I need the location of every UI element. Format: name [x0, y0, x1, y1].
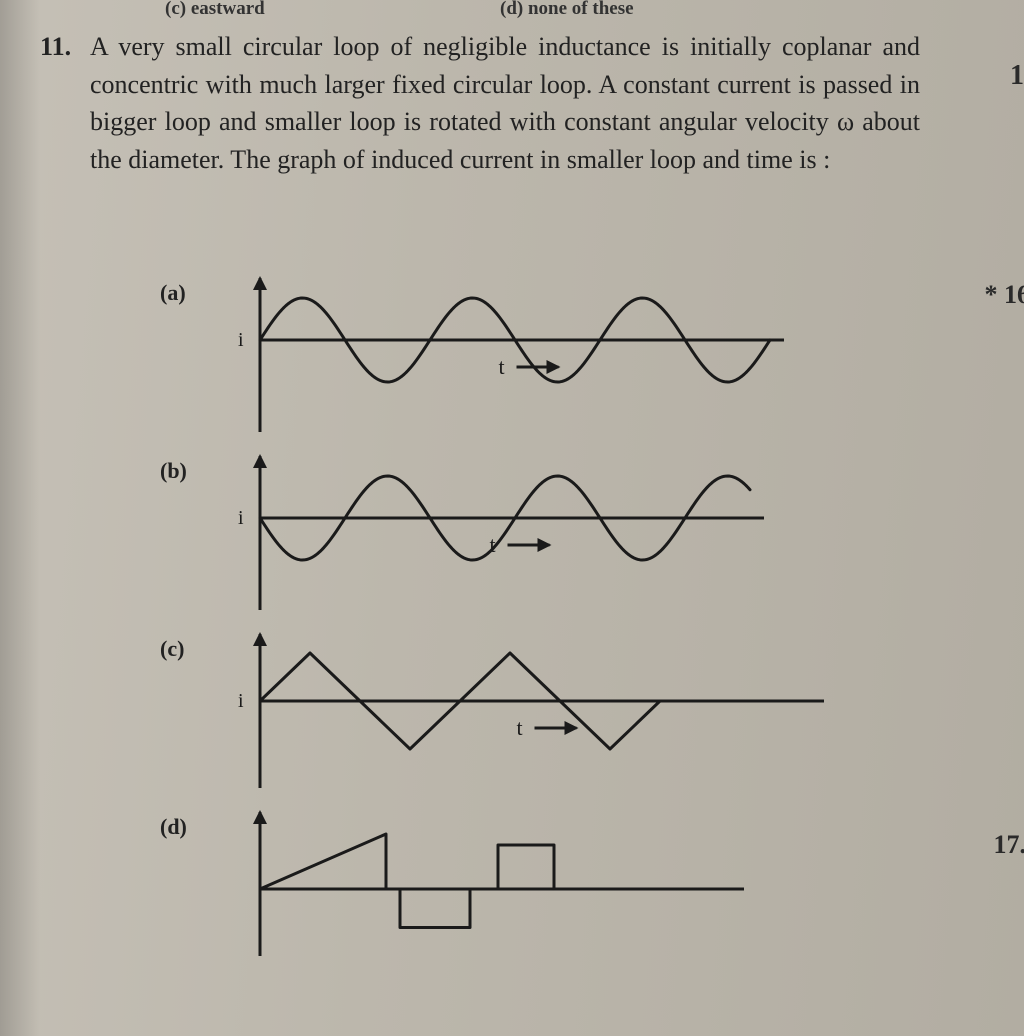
margin-label-17: 17.	[994, 830, 1024, 860]
option-graph: it	[210, 448, 770, 618]
question-11: 11. A very small circular loop of neglig…	[90, 28, 920, 179]
options-container: (a)it(b)it(c)it(d)	[170, 270, 930, 972]
prev-option-c: (c) eastward	[165, 0, 265, 20]
page: (c) eastward (d) none of these 11. A ver…	[0, 0, 1024, 1036]
question-text: A very small circular loop of negligible…	[90, 32, 920, 174]
svg-text:i: i	[238, 690, 244, 712]
option-graph	[210, 804, 750, 964]
option-graph: it	[210, 626, 830, 796]
option-label: (c)	[160, 636, 184, 662]
svg-text:t: t	[499, 354, 505, 379]
option-c: (c)it	[170, 626, 930, 796]
prev-option-d: (d) none of these	[500, 0, 634, 20]
question-number: 11.	[40, 28, 71, 66]
option-label: (d)	[160, 814, 187, 840]
option-graph: it	[210, 270, 790, 440]
top-fragments: (c) eastward (d) none of these	[0, 0, 1024, 22]
option-label: (a)	[160, 280, 186, 306]
margin-label-star: * 16	[985, 280, 1024, 310]
page-shadow	[0, 0, 40, 1036]
option-a: (a)it	[170, 270, 930, 440]
svg-text:i: i	[238, 329, 244, 351]
svg-text:i: i	[238, 507, 244, 529]
svg-text:t: t	[517, 715, 523, 740]
margin-label-1: 1	[1010, 60, 1024, 92]
option-label: (b)	[160, 458, 187, 484]
option-b: (b)it	[170, 448, 930, 618]
option-d: (d)	[170, 804, 930, 964]
